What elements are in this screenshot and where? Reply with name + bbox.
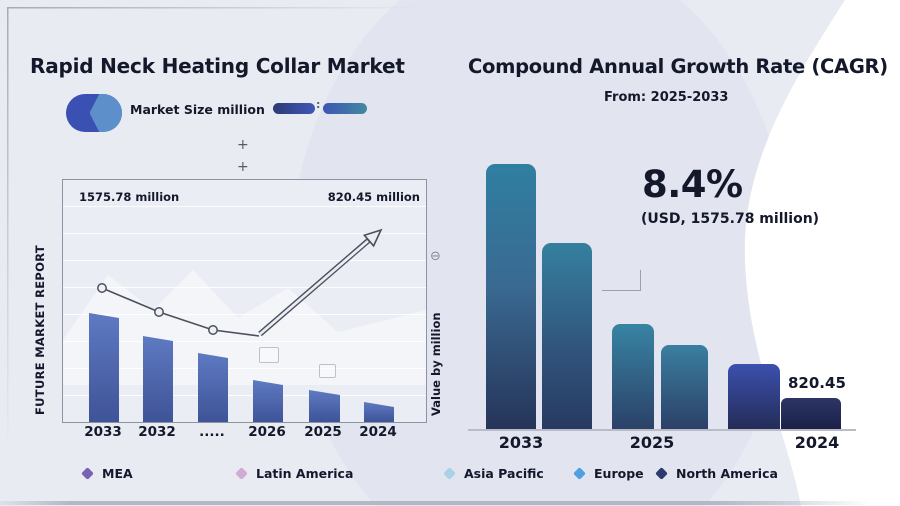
x-label: 2033 — [84, 424, 122, 440]
cagr-x-axis-line — [468, 429, 856, 431]
value-by-million-label: Value by million — [429, 312, 443, 416]
zoom-out-icon: ⊖ — [430, 249, 441, 264]
legend-item-latin-america: Latin America — [235, 465, 354, 481]
cagr-title: Compound Annual Growth Rate (CAGR) — [468, 55, 888, 78]
legend-label: Europe — [594, 465, 644, 481]
x-label: 2025 — [304, 424, 342, 440]
legend-label: Asia Pacific — [464, 465, 544, 481]
ratio-pill-right — [323, 103, 367, 114]
bar-2032 — [143, 336, 173, 422]
bar-intermediate — [198, 353, 228, 422]
cagr-bar-2025-primary — [612, 324, 654, 429]
step-bracket-decoration — [602, 270, 641, 291]
future-market-report-label: FUTURE MARKET REPORT — [33, 244, 47, 415]
market-size-chart: 1575.78 million 820.45 million — [62, 179, 427, 423]
ratio-pill-left — [273, 103, 315, 114]
market-size-label: Market Size million — [130, 102, 265, 117]
cagr-bar-2025-secondary — [661, 345, 708, 429]
cagr-bar-2033-primary — [486, 164, 536, 429]
legend-item-europe: Europe — [573, 465, 644, 481]
market-size-icon — [66, 94, 122, 132]
cagr-x-label: 2024 — [794, 433, 840, 452]
cagr-x-label: 2033 — [498, 433, 544, 452]
cagr-x-label: 2025 — [629, 433, 675, 452]
x-label: 2024 — [359, 424, 397, 440]
legend-diamond — [235, 466, 248, 480]
cagr-bar-2024-primary — [728, 364, 780, 429]
cagr-value: 8.4% — [642, 163, 743, 206]
ghost-watermark-icon — [259, 347, 279, 363]
legend-diamond — [573, 466, 586, 480]
bar-2026 — [253, 380, 283, 422]
legend-item-mea: MEA — [81, 465, 133, 481]
chart-start-value: 1575.78 million — [79, 190, 180, 204]
legend-diamond — [443, 466, 456, 480]
legend-label: MEA — [102, 465, 133, 481]
ghost-watermark-icon — [319, 364, 336, 378]
bar-2033 — [89, 313, 119, 422]
x-label: 2026 — [248, 424, 286, 440]
legend-label: Latin America — [256, 465, 354, 481]
x-label: 2032 — [138, 424, 176, 440]
cagr-bar-2033-secondary — [542, 243, 592, 429]
cagr-bar-2024-secondary — [781, 398, 841, 429]
chart-end-value: 820.45 million — [327, 190, 420, 204]
plus-icon: + — [237, 137, 249, 153]
legend-diamond — [81, 466, 94, 480]
legend-item-asia-pacific: Asia Pacific — [443, 465, 544, 481]
page-title: Rapid Neck Heating Collar Market — [30, 54, 405, 78]
ratio-separator: : — [316, 98, 321, 111]
value-annotation: 820.45 — [788, 374, 846, 392]
legend-item-north-america: North America — [655, 465, 778, 481]
cagr-range: From: 2025-2033 — [604, 90, 729, 105]
market-size-icon-facet — [89, 94, 122, 132]
cagr-detail: (USD, 1575.78 million) — [641, 211, 820, 227]
bar-2024 — [364, 402, 394, 422]
x-label: ..... — [199, 424, 225, 440]
plus-icon: + — [237, 159, 249, 175]
left-chart-x-axis: 2033 2032 ..... 2026 2025 2024 — [62, 424, 425, 444]
bar-2025 — [309, 390, 340, 422]
legend-label: North America — [676, 465, 778, 481]
legend-diamond — [655, 466, 668, 480]
